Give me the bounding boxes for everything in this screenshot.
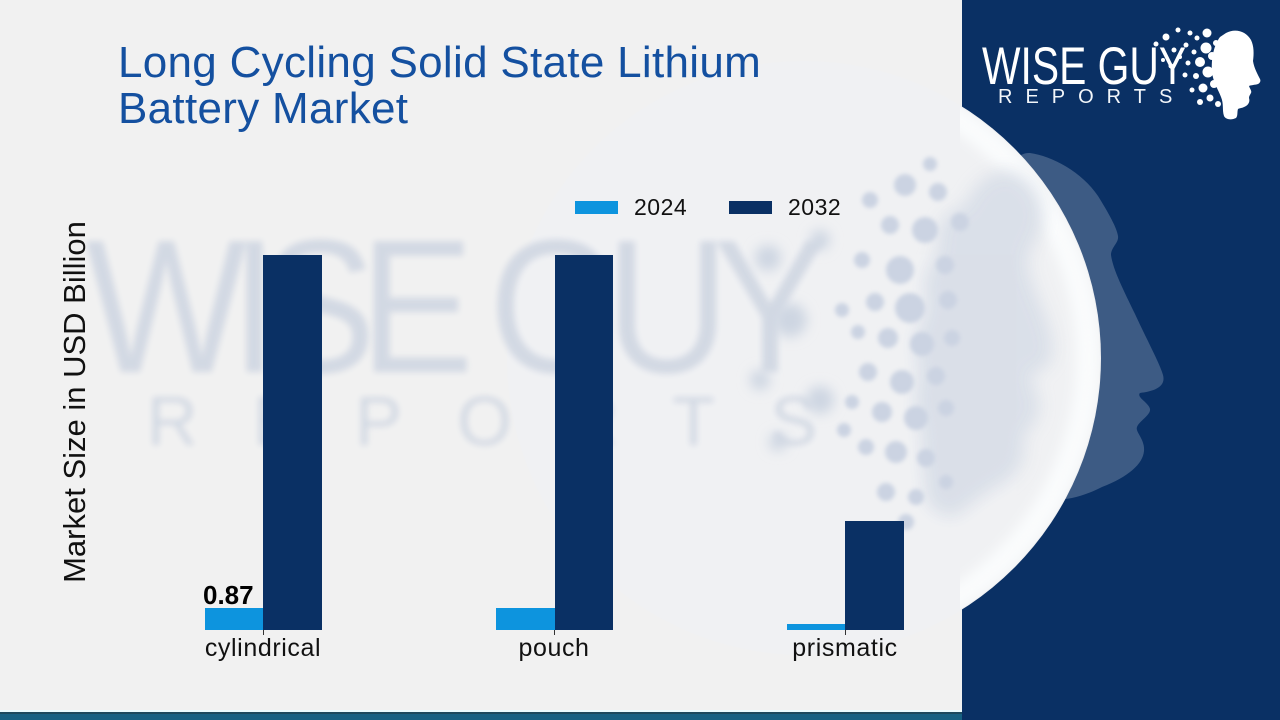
svg-text:REPORTS: REPORTS (147, 382, 873, 460)
svg-text:WISE GUY: WISE GUY (86, 201, 824, 413)
